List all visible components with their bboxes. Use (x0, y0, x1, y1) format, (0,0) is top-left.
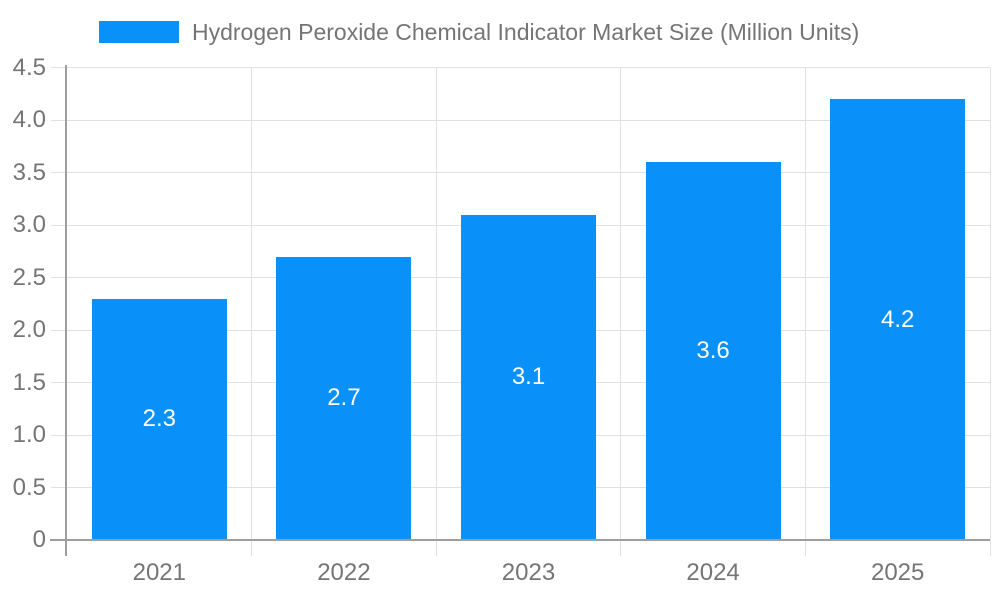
x-gridline (804, 67, 806, 556)
bar-2021[interactable]: 2.3 (91, 298, 227, 540)
x-gridline (620, 67, 622, 556)
chart-title: Hydrogen Peroxide Chemical Indicator Mar… (192, 18, 860, 45)
y-gridline (51, 172, 990, 173)
bar-2022[interactable]: 2.7 (276, 256, 412, 540)
bar-value-label: 3.1 (511, 363, 546, 391)
x-axis-baseline (50, 539, 990, 541)
y-tick-label: 2.5 (12, 263, 46, 291)
y-tick-label: 0 (32, 526, 46, 553)
x-tick-label: 2024 (686, 559, 740, 586)
y-tick-label: 4.5 (12, 53, 46, 81)
bar-value-label: 4.2 (881, 305, 915, 333)
x-tick-label: 2023 (501, 559, 556, 586)
x-gridline (251, 67, 253, 556)
x-gridline (435, 67, 437, 556)
bar-value-label: 3.6 (696, 337, 730, 364)
y-axis-line (65, 65, 67, 556)
y-gridline (51, 67, 990, 68)
legend-swatch (99, 21, 179, 43)
x-gridline (989, 67, 991, 556)
y-tick-label: 1.5 (12, 368, 46, 396)
bar-value-label: 2.3 (142, 405, 176, 433)
y-tick-label: 2.0 (12, 316, 46, 343)
bar-2025[interactable]: 4.2 (830, 99, 966, 540)
x-tick-label: 2022 (317, 559, 371, 586)
bar-2024[interactable]: 3.6 (645, 162, 781, 540)
y-tick-label: 4.0 (12, 106, 46, 133)
y-tick-label: 0.5 (12, 473, 46, 501)
x-tick-label: 2021 (132, 559, 186, 586)
bar-value-label: 2.7 (327, 384, 361, 412)
y-gridline (51, 119, 990, 121)
x-tick-label: 2025 (870, 559, 925, 586)
bar-2023[interactable]: 3.1 (461, 214, 596, 540)
y-tick-label: 3.5 (12, 158, 46, 186)
y-tick-label: 3.0 (12, 211, 46, 238)
chart-legend: Hydrogen Peroxide Chemical Indicator Mar… (99, 15, 859, 49)
y-tick-label: 1.0 (12, 421, 46, 448)
